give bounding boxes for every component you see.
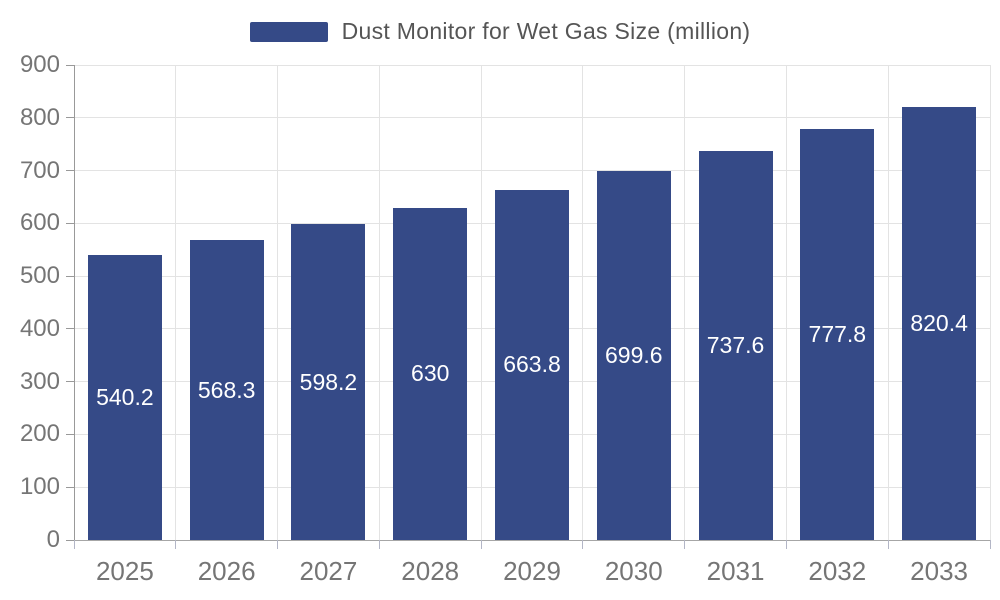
x-axis-tick: [277, 540, 279, 549]
bar-value-label: 540.2: [96, 383, 154, 410]
y-axis-label: 600: [19, 209, 60, 237]
legend-swatch: [249, 21, 328, 42]
y-axis-label: 900: [19, 51, 60, 78]
x-axis-tick: [73, 540, 75, 549]
x-axis-line: [74, 540, 991, 541]
x-axis-label: 2029: [503, 556, 561, 586]
gridline-vertical: [785, 65, 787, 540]
y-axis-label: 400: [19, 314, 60, 342]
y-axis-tick: [66, 433, 74, 435]
x-axis-label: 2030: [604, 556, 663, 586]
y-axis-tick: [66, 117, 74, 119]
plot-area: 540.2 568.3 598.2 630 663.8 699.6 737.6 777.8 82…: [74, 64, 991, 540]
y-axis-tick: [66, 539, 74, 541]
legend[interactable]: Dust Monitor for Wet Gas Size (million): [0, 18, 1000, 45]
bar-value-label: 820.4: [910, 309, 968, 336]
bar-2027[interactable]: 598.2: [291, 224, 366, 540]
bar-value-label: 777.8: [808, 321, 867, 348]
x-axis-label: 2033: [910, 556, 969, 586]
bar-2028[interactable]: 630: [393, 207, 468, 540]
bar-2025[interactable]: 540.2: [87, 254, 162, 540]
x-axis-tick: [175, 540, 177, 549]
x-axis-label: 2031: [706, 556, 765, 586]
bar-value-label: 737.6: [706, 331, 765, 358]
y-axis-tick: [66, 275, 74, 277]
bar-2032[interactable]: 777.8: [800, 129, 875, 540]
y-axis-tick: [66, 170, 74, 172]
y-axis-label: 0: [46, 526, 60, 553]
x-axis-tick: [582, 540, 584, 549]
y-axis-line: [74, 65, 75, 541]
x-axis-tick: [989, 540, 991, 549]
gridline-vertical: [582, 65, 584, 540]
y-axis-tick: [66, 64, 74, 66]
bar-2031[interactable]: 737.6: [698, 150, 773, 540]
gridline-vertical: [277, 65, 279, 540]
x-axis-label: 2027: [299, 556, 358, 586]
bar-2030[interactable]: 699.6: [596, 170, 671, 540]
gridline-vertical: [378, 65, 380, 540]
bar-2029[interactable]: 663.8: [495, 189, 569, 540]
legend-label: Dust Monitor for Wet Gas Size (million): [341, 18, 751, 44]
gridline-horizontal: [74, 117, 990, 119]
y-axis-label: 200: [19, 420, 60, 448]
gridline-vertical: [989, 65, 991, 540]
gridline-vertical: [887, 65, 889, 540]
gridline-horizontal: [74, 64, 990, 66]
x-axis-label: 2032: [808, 556, 867, 586]
bar-value-label: 598.2: [299, 368, 358, 395]
y-axis-label: 700: [19, 156, 60, 184]
x-axis-tick: [887, 540, 889, 549]
bar-value-label: 699.6: [604, 341, 663, 368]
y-axis-label: 500: [19, 262, 60, 290]
y-axis-tick: [66, 486, 74, 488]
gridline-vertical: [480, 65, 482, 540]
y-axis-label: 800: [19, 103, 60, 131]
gridline-vertical: [684, 65, 686, 540]
bar-value-label: 630: [411, 360, 450, 387]
bar-2033[interactable]: 820.4: [902, 107, 977, 540]
bar-value-label: 663.8: [503, 351, 561, 378]
x-axis-tick: [684, 540, 686, 549]
y-axis-label: 100: [19, 473, 60, 501]
x-axis-tick: [785, 540, 787, 549]
gridline-horizontal: [74, 170, 990, 172]
x-axis-label: 2028: [401, 556, 460, 586]
y-axis-tick: [66, 222, 74, 224]
y-axis-tick: [66, 328, 74, 330]
y-axis-label: 300: [19, 367, 60, 395]
bar-value-label: 568.3: [197, 376, 256, 403]
x-axis-tick: [480, 540, 482, 549]
bar-2026[interactable]: 568.3: [189, 240, 264, 540]
y-axis-tick: [66, 381, 74, 383]
x-axis-tick: [378, 540, 380, 549]
x-axis-label: 2025: [95, 556, 154, 586]
x-axis-label: 2026: [197, 556, 256, 586]
gridline-vertical: [175, 65, 177, 540]
